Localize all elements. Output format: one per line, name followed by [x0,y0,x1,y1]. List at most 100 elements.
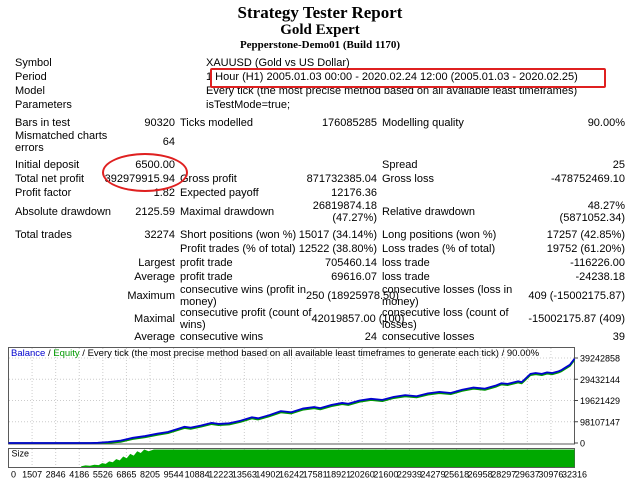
info-row: Model Every tick (the most precise method… [8,84,632,98]
stat-label: Expected payoff [180,187,259,200]
stat-cell: Relative drawdown 48.27% (5871052.34) [382,200,625,224]
x-axis-label: 20260 [350,470,375,480]
x-axis-label: 2846 [46,470,66,480]
x-axis-label: 8205 [140,470,160,480]
stat-label: Gross loss [382,173,434,186]
stat-label: Profit factor [15,187,72,200]
stat-value: 871732385.04 [306,173,377,186]
stat-cell: Short positions (won %) 15017 (34.14%) [180,229,377,243]
stat-label: Absolute drawdown [15,205,112,218]
x-axis-label: 4186 [69,470,89,480]
stat-row: Largest profit trade 705460.14 loss trade -1… [8,257,632,271]
stat-cell: Loss trades (% of total) 19752 (61.20%) [382,243,625,257]
stat-label: Initial deposit [15,159,80,172]
stat-cell: profit trade 69616.07 [180,271,377,285]
stat-cell: consecutive wins (profit in money) 250 (1… [180,284,399,308]
stat-value: 25 [612,159,625,172]
stat-cell [382,131,625,154]
stat-value: -24238.18 [575,271,625,284]
stat-row: Total trades 32274 Short positions (won %)… [8,229,632,243]
info-row: Period 1 Hour (H1) 2005.01.03 00:00 - 202… [8,70,632,84]
stat-label: profit trade [180,257,233,270]
x-axis-label: 21600 [373,470,398,480]
stat-label: consecutive losses (loss in money) [382,284,513,308]
stat-value: 15017 (34.14%) [298,229,377,242]
info-label: Period [15,71,47,83]
stat-row: Average consecutive wins 24 consecutive los… [8,331,632,345]
x-axis-label: 30976 [538,470,563,480]
stat-value: Maximal [134,312,175,325]
size-histogram [81,449,575,467]
stat-cell: consecutive losses (loss in money) 409 (-… [382,284,625,308]
stat-label: Gross profit [180,173,237,186]
stat-label: Ticks modelled [180,117,253,130]
stat-value: -116226.00 [570,257,625,270]
stat-value: 42019857.00 (100) [311,312,405,325]
stat-label: loss trade [382,271,430,284]
x-axis-label: 28297 [491,470,516,480]
stat-label: Relative drawdown [382,205,475,218]
stat-label: Short positions (won %) [180,229,297,242]
stat-cell: consecutive wins 24 [180,331,377,345]
stat-value: 176085285 [321,117,377,130]
stat-cell: consecutive loss (count of losses) -15002… [382,307,625,331]
stat-row: Profit trades (% of total) 12522 (38.80%)… [8,243,632,257]
stat-value: 24 [364,331,377,344]
x-axis-label: 16242 [279,470,304,480]
stat-cell: Largest [8,257,175,271]
stat-cell: Bars in test 90320 [8,117,175,131]
y-axis-label: 0 [580,439,585,449]
stat-cell: Absolute drawdown 2125.59 [8,201,175,224]
x-axis-label: 25618 [444,470,469,480]
x-axis-label: 9544 [164,470,184,480]
y-axis-label: 98107147 [580,417,620,427]
stat-cell: Long positions (won %) 17257 (42.85%) [382,229,625,243]
x-axis-label: 17581 [303,470,328,480]
stat-cell: Average [8,271,175,285]
page-title: Strategy Tester Report [237,3,403,22]
stat-label: Loss trades (% of total) [382,243,496,256]
y-axis-label: 29432144 [580,375,620,385]
stat-value: 90320 [144,117,175,130]
x-axis-label: 6865 [116,470,136,480]
info-value: XAUUSD (Gold vs US Dollar) [206,57,350,69]
stat-row: Maximum consecutive wins (profit in money… [8,284,632,308]
info-label: Symbol [15,57,52,69]
stat-row: Mismatched charts errors 64 [8,130,632,154]
x-axis-label: 14902 [255,470,280,480]
stat-label: Total trades [15,229,72,242]
stat-label: consecutive loss (count of losses) [382,307,509,331]
stat-value: 12176.36 [331,187,377,200]
stat-value: -478752469.10 [550,173,625,186]
stat-cell [8,243,175,257]
stat-value: 12522 (38.80%) [298,243,377,256]
stat-cell [382,187,625,201]
info-value: 1 Hour (H1) 2005.01.03 00:00 - 2020.02.2… [206,71,578,83]
stat-value: 409 (-15002175.87) [528,289,625,302]
stat-label: profit trade [180,271,233,284]
info-label: Model [15,85,45,97]
stat-label: Mismatched charts errors [15,130,108,154]
stat-value: Average [134,271,175,284]
stat-cell: Gross profit 871732385.04 [180,173,377,187]
stat-label: Spread [382,159,418,172]
stat-value: 64 [162,135,175,148]
stat-value: Largest [138,257,175,270]
stat-value: 90.00% [587,117,625,130]
report-header: Strategy Tester Report Gold Expert Peppe… [0,0,640,52]
stat-label: loss trade [382,257,430,270]
balance-line [8,358,576,444]
stat-value: -15002175.87 (409) [528,312,625,325]
stat-label: consecutive profit (count of wins) [180,307,312,331]
stat-value: 19752 (61.20%) [546,243,625,256]
x-axis-label: 0 [11,470,16,480]
size-panel-label: Size [12,449,30,459]
stat-label: Maximal drawdown [180,205,275,218]
stat-value: 705460.14 [325,257,377,270]
x-axis-label: 5526 [93,470,113,480]
info-value: Every tick (the most precise method base… [206,85,578,97]
stat-value: Average [134,331,175,344]
stat-cell: profit trade 705460.14 [180,257,377,271]
stat-cell: loss trade -116226.00 [382,257,625,271]
x-axis-label: 22939 [397,470,422,480]
